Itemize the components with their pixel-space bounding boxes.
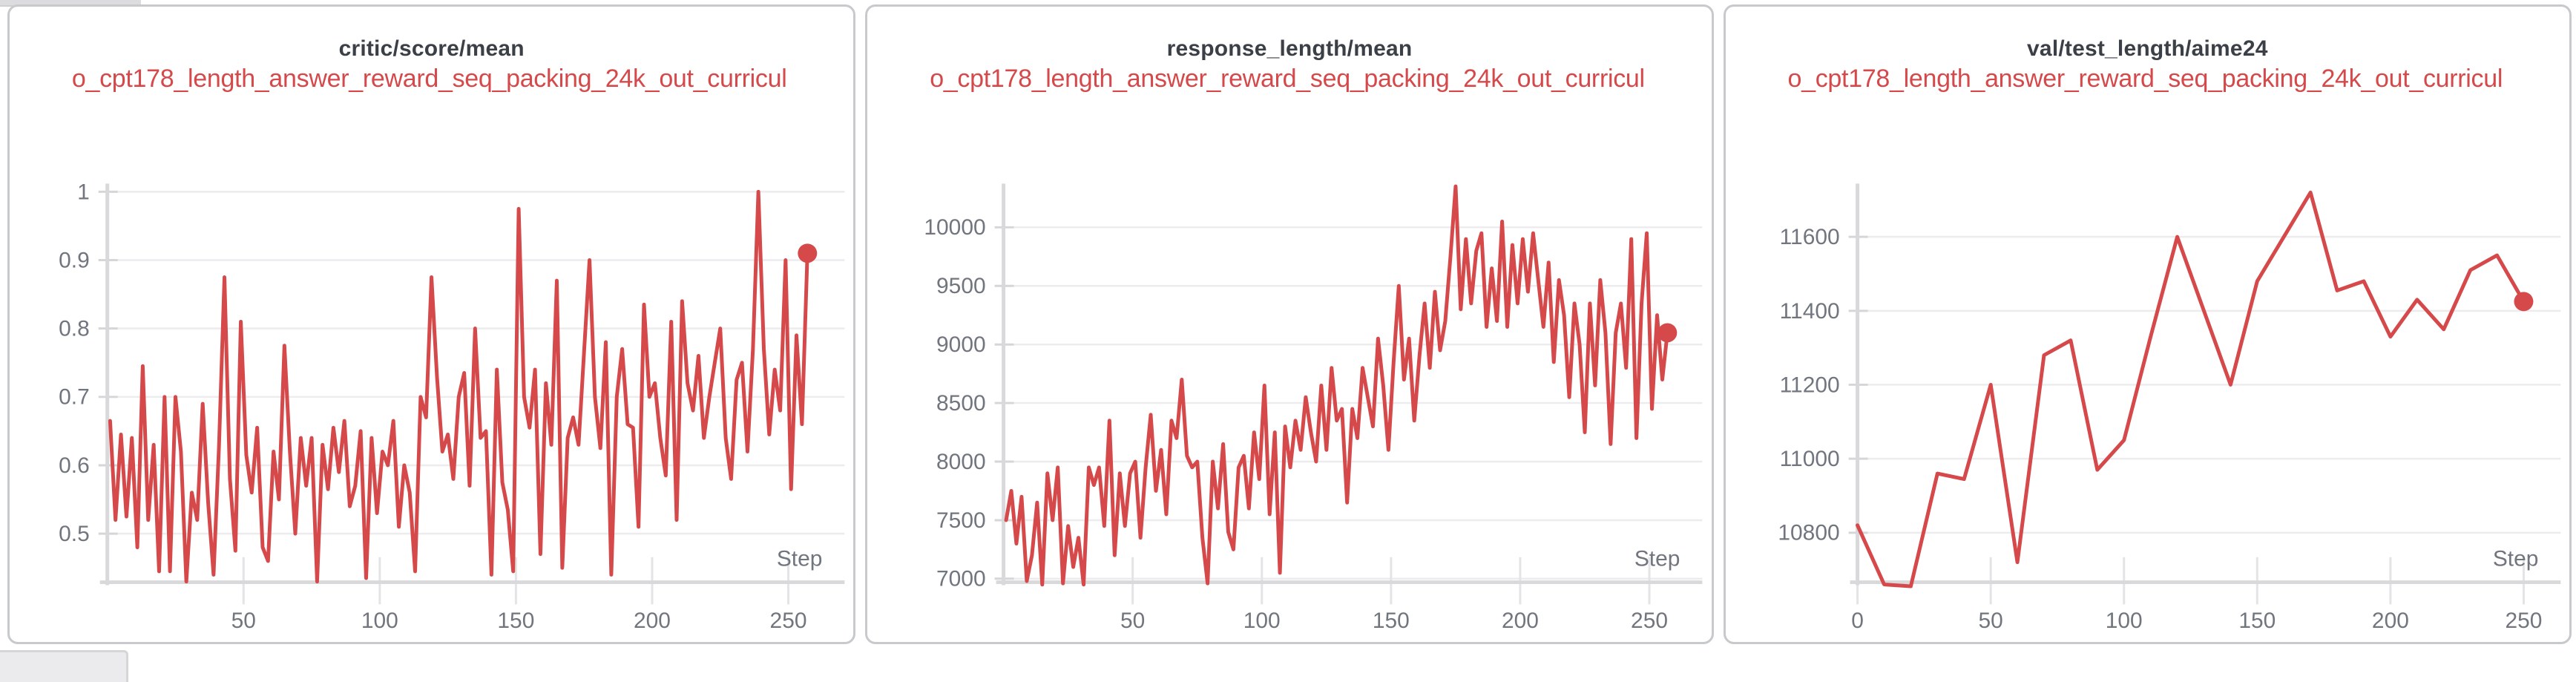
svg-text:100: 100	[2105, 609, 2142, 633]
svg-text:Step: Step	[2493, 547, 2539, 571]
last-point-marker	[2514, 292, 2534, 312]
svg-text:0.6: 0.6	[59, 453, 90, 478]
svg-text:250: 250	[1631, 609, 1668, 633]
panel-critic-score-mean[interactable]: 1 0.9 0.8 0.7 0.6 0.5 50 100 150 200 250 Step criti…	[7, 4, 856, 644]
svg-text:50: 50	[1120, 609, 1145, 633]
svg-text:200: 200	[1502, 609, 1539, 633]
svg-text:Step: Step	[1634, 547, 1680, 571]
svg-text:0.7: 0.7	[59, 385, 90, 410]
svg-text:100: 100	[361, 609, 398, 633]
line-chart-response-length-mean[interactable]: 10000 9500 9000 8500 8000 7500 7000 50 100 150 200…	[867, 7, 1711, 642]
svg-text:50: 50	[231, 609, 256, 633]
panel-response-length-mean[interactable]: 10000 9500 9000 8500 8000 7500 7000 50 100 150 200…	[865, 4, 1714, 644]
panel-title: response_length/mean	[1166, 36, 1413, 61]
svg-text:150: 150	[2238, 609, 2276, 633]
svg-text:11200: 11200	[1779, 373, 1839, 397]
svg-text:Step: Step	[777, 547, 823, 571]
svg-text:8000: 8000	[936, 450, 986, 474]
panel-val-test-length-aime24[interactable]: 11600 11400 11200 11000 10800 0 50 100 150 200 250…	[1723, 4, 2572, 644]
svg-text:1: 1	[77, 180, 90, 204]
svg-text:0.9: 0.9	[59, 248, 90, 272]
run-legend-label[interactable]: o_cpt178_length_answer_reward_seq_packin…	[930, 65, 1645, 93]
svg-text:100: 100	[1243, 609, 1281, 633]
svg-text:10000: 10000	[924, 215, 986, 240]
line-chart-critic-score-mean[interactable]: 1 0.9 0.8 0.7 0.6 0.5 50 100 150 200 250 Step	[10, 7, 853, 642]
run-legend-label[interactable]: o_cpt178_length_answer_reward_seq_packin…	[71, 65, 787, 93]
svg-text:11000: 11000	[1779, 447, 1839, 471]
svg-text:150: 150	[497, 609, 534, 633]
svg-text:250: 250	[770, 609, 807, 633]
svg-text:200: 200	[634, 609, 671, 633]
svg-text:200: 200	[2372, 609, 2409, 633]
svg-text:250: 250	[2505, 609, 2542, 633]
panel-title: val/test_length/aime24	[2027, 36, 2268, 61]
svg-text:9000: 9000	[936, 332, 986, 357]
svg-text:50: 50	[1978, 609, 2002, 633]
svg-text:0.8: 0.8	[59, 317, 90, 341]
last-point-marker	[798, 243, 818, 263]
svg-text:10800: 10800	[1778, 521, 1839, 545]
svg-text:11400: 11400	[1779, 299, 1839, 324]
svg-text:8500: 8500	[936, 391, 986, 416]
svg-text:0: 0	[1851, 609, 1864, 633]
last-point-marker	[1657, 323, 1678, 343]
svg-text:11600: 11600	[1779, 225, 1839, 249]
svg-text:0.5: 0.5	[59, 522, 90, 546]
line-chart-val-test-length-aime24[interactable]: 11600 11400 11200 11000 10800 0 50 100 150 200 250…	[1726, 7, 2569, 642]
panel-title: critic/score/mean	[338, 36, 525, 61]
panel-grid-row: 1 0.9 0.8 0.7 0.6 0.5 50 100 150 200 250 Step criti…	[7, 4, 2572, 644]
svg-text:7000: 7000	[936, 567, 986, 591]
adjacent-panel-edge-bottom	[0, 650, 128, 682]
svg-text:7500: 7500	[936, 508, 986, 533]
svg-text:9500: 9500	[936, 274, 986, 298]
svg-text:150: 150	[1373, 609, 1410, 633]
run-legend-label[interactable]: o_cpt178_length_answer_reward_seq_packin…	[1787, 65, 2503, 93]
